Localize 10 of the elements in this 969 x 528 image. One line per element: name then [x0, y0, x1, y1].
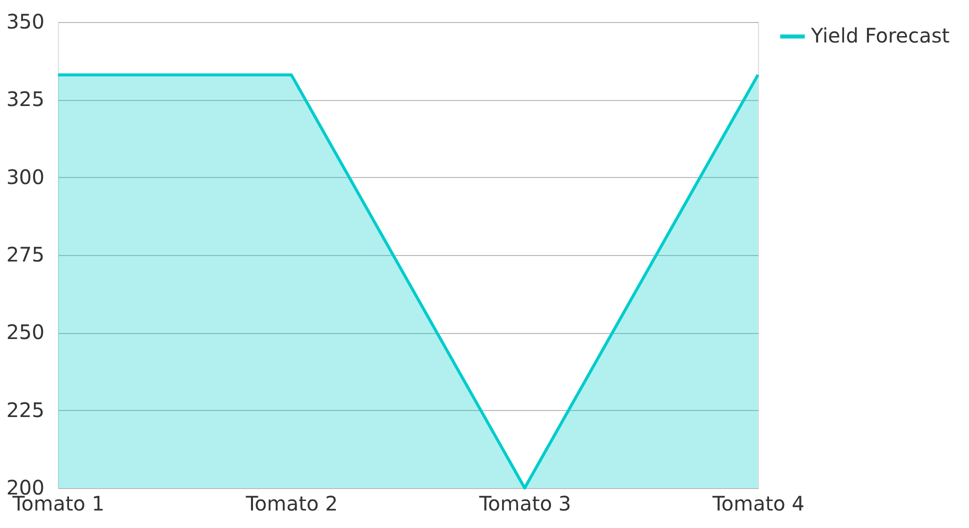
y-tick-label: 250 [6, 320, 44, 344]
x-tick-label: Tomato 3 [478, 492, 572, 516]
y-tick-label: 325 [6, 87, 44, 112]
y-tick-label: 275 [6, 242, 44, 266]
y-tick-label: 225 [6, 398, 44, 422]
y-tick-label: 300 [6, 164, 44, 189]
y-tick-label: 350 [6, 10, 44, 34]
x-tick-label: Tomato 2 [244, 492, 338, 516]
legend-label: Yield Forecast [810, 24, 950, 48]
x-tick-label: Tomato 4 [712, 492, 804, 516]
